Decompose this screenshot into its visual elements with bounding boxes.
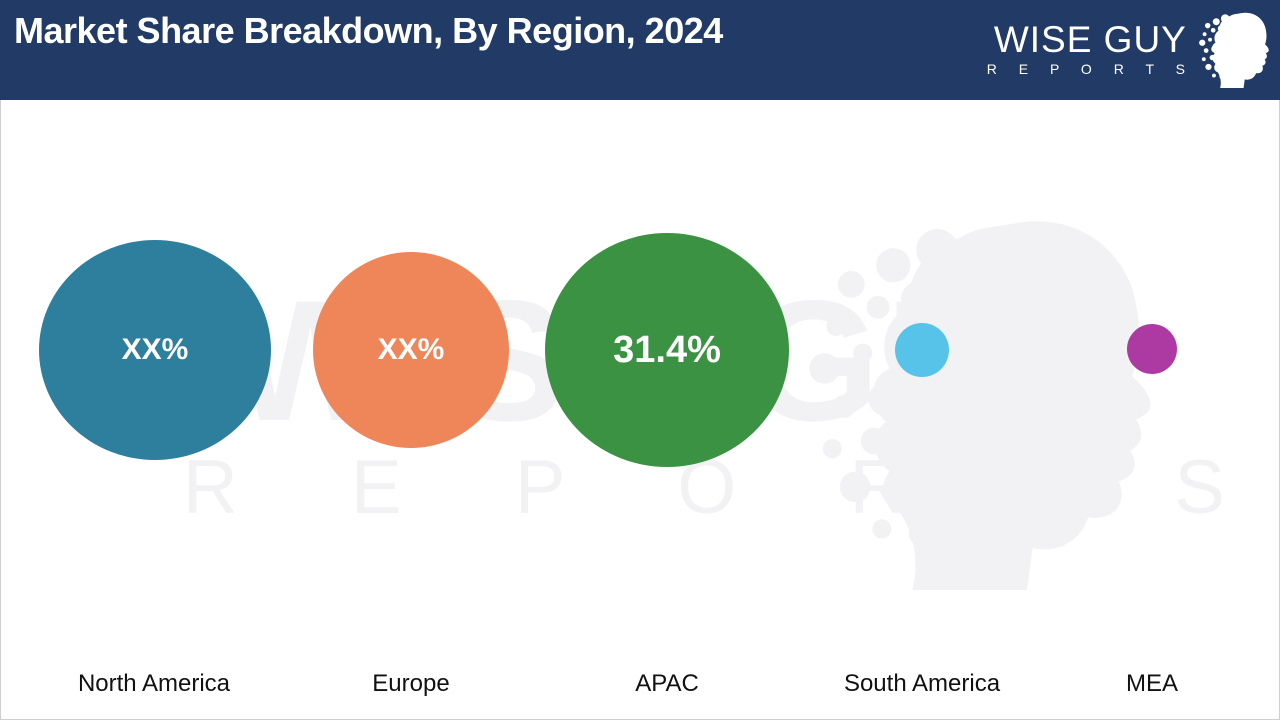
logo-wordmark: WISE GUY [993, 19, 1187, 60]
bubble-apac: 31.4% [545, 233, 789, 467]
bubble-value-apac: 31.4% [613, 328, 721, 371]
category-label-apac: APAC [635, 670, 699, 697]
bubble-mea [1127, 324, 1177, 374]
header-bar: Market Share Breakdown, By Region, 2024 … [0, 0, 1280, 100]
bubble-value-north-america: XX% [121, 333, 189, 366]
category-label-south-america: South America [843, 670, 1001, 697]
category-label-europe: Europe [372, 670, 450, 697]
watermark-subtitle: R E P O R T S [183, 445, 1271, 530]
chart-area: WISE GUY R E P O R T S XX% XX% 31.4% Nor… [0, 100, 1280, 720]
watermark-head-icon [789, 208, 1181, 590]
category-label-mea: MEA [1125, 670, 1178, 697]
wise-guy-reports-logo: WISE GUY R E P O R T S [987, 8, 1274, 90]
bubble-south-america [895, 323, 949, 377]
bubble-value-europe: XX% [377, 333, 445, 366]
page-title: Market Share Breakdown, By Region, 2024 [14, 10, 723, 51]
bubble-europe: XX% [313, 252, 509, 448]
category-label-north-america: North America [77, 670, 231, 697]
bubble-north-america: XX% [39, 240, 271, 460]
logo-head-icon [1196, 8, 1274, 90]
logo-subtitle: R E P O R T S [986, 61, 1194, 77]
